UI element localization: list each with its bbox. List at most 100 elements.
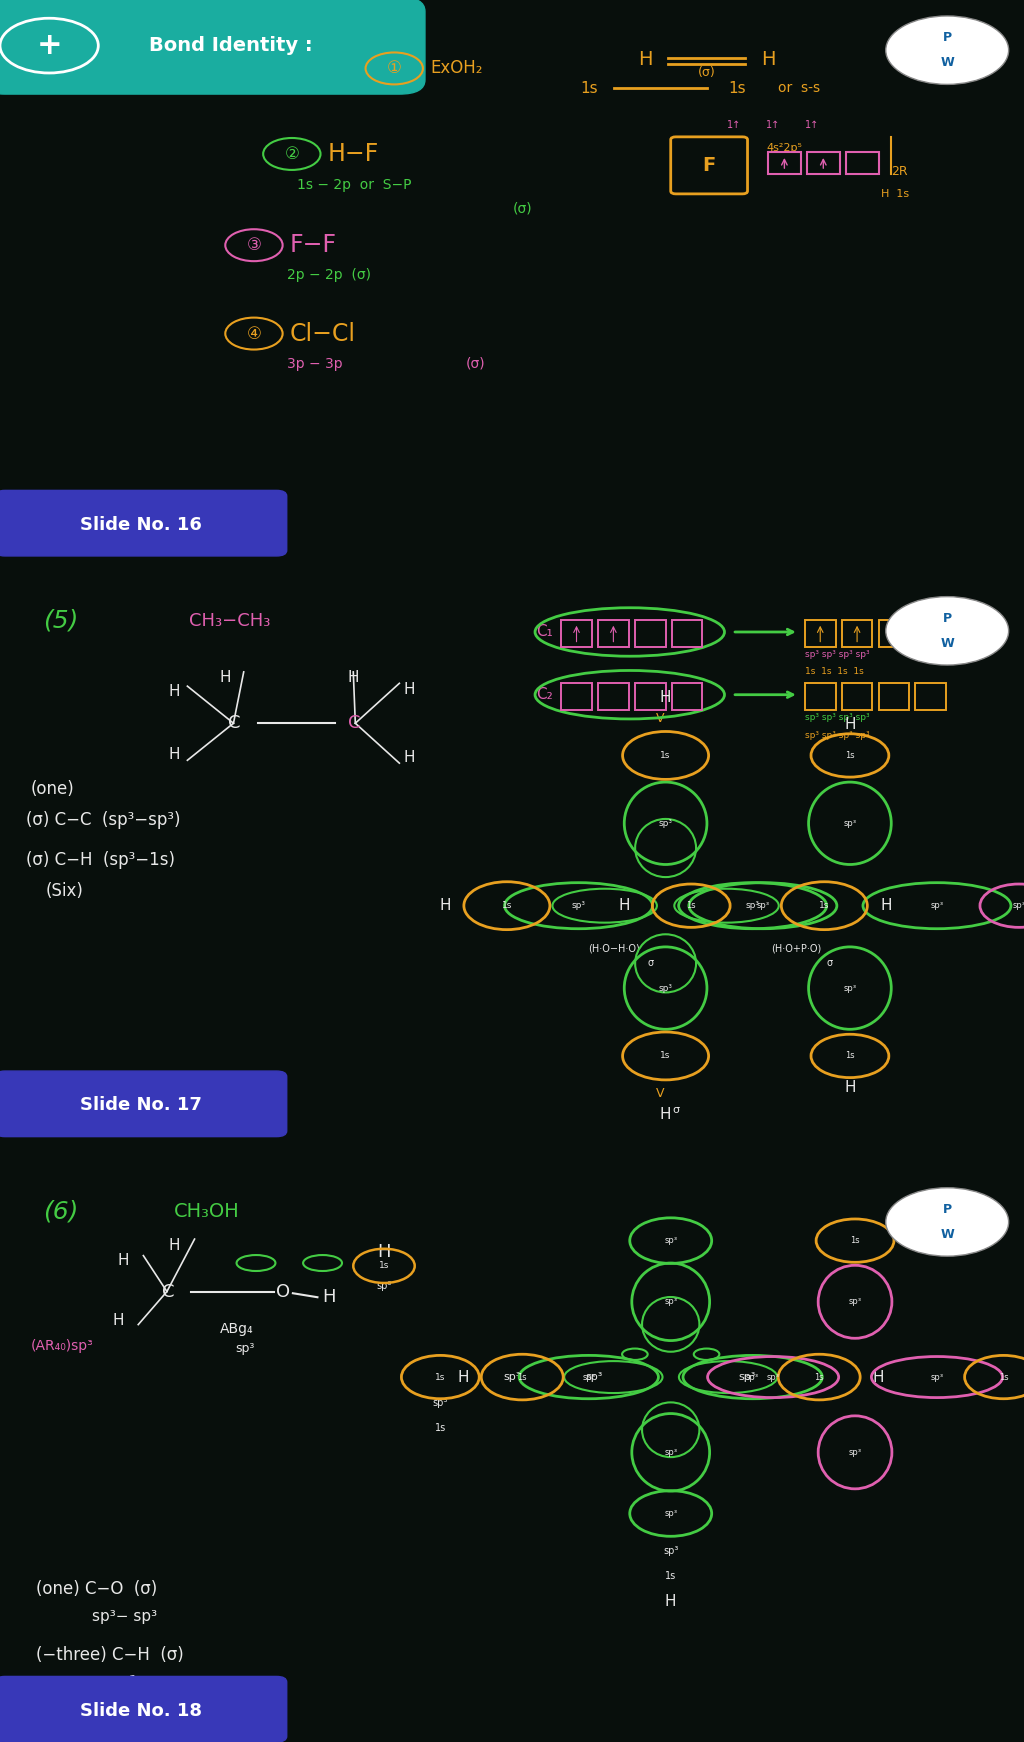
Text: CH₃−CH₃: CH₃−CH₃ xyxy=(189,611,270,629)
Text: +: + xyxy=(36,31,62,61)
Text: sp³: sp³ xyxy=(844,984,856,993)
Text: sp³: sp³ xyxy=(658,984,673,993)
Text: sp³ sp³ sp³ sp³: sp³ sp³ sp³ sp³ xyxy=(805,732,869,740)
Text: sp³: sp³ xyxy=(376,1280,392,1291)
Text: 1s: 1s xyxy=(435,1423,445,1434)
Text: F: F xyxy=(702,155,716,174)
Text: 1↑: 1↑ xyxy=(805,120,819,131)
Text: sp³: sp³ xyxy=(665,1509,677,1517)
Text: Slide No. 16: Slide No. 16 xyxy=(80,516,203,533)
Text: 1s: 1s xyxy=(728,80,746,96)
Text: C: C xyxy=(228,714,241,732)
Text: W: W xyxy=(940,56,954,70)
Text: 1s: 1s xyxy=(660,751,671,760)
Text: H: H xyxy=(347,671,359,685)
Text: H: H xyxy=(880,899,892,913)
Text: 1s: 1s xyxy=(686,901,696,909)
Text: H  1s: H 1s xyxy=(881,188,908,199)
Text: 4s²2p⁵: 4s²2p⁵ xyxy=(766,143,802,153)
Text: 2p − 2p  (σ): 2p − 2p (σ) xyxy=(287,268,371,282)
Text: (H·O+P·O): (H·O+P·O) xyxy=(771,944,822,953)
Text: H: H xyxy=(168,747,180,761)
Text: W: W xyxy=(940,638,954,650)
Text: (σ): (σ) xyxy=(512,200,532,214)
Text: H: H xyxy=(457,1369,469,1385)
Text: V: V xyxy=(656,712,665,725)
Text: 1s: 1s xyxy=(502,901,512,909)
Text: sp³: sp³ xyxy=(746,1373,759,1381)
Text: W: W xyxy=(940,1228,954,1240)
Text: 1s: 1s xyxy=(850,1237,860,1246)
Text: 1s  1s  1s  1s: 1s 1s 1s 1s xyxy=(805,667,863,676)
Text: (one): (one) xyxy=(31,780,75,798)
Text: sp³: sp³ xyxy=(571,901,586,909)
Text: 1s: 1s xyxy=(845,751,855,760)
Text: ②: ② xyxy=(285,145,299,164)
Text: sp³: sp³ xyxy=(745,901,760,909)
Text: C₁: C₁ xyxy=(537,624,553,639)
Text: H: H xyxy=(844,1080,856,1094)
Text: 2R: 2R xyxy=(891,164,907,178)
Text: sp³: sp³ xyxy=(931,1373,943,1381)
Text: sp³: sp³ xyxy=(665,1237,677,1246)
Text: ExOH₂: ExOH₂ xyxy=(430,59,482,77)
Text: (5): (5) xyxy=(43,608,79,632)
Text: ①: ① xyxy=(387,59,401,77)
Text: sp³− sp³: sp³− sp³ xyxy=(92,1610,158,1624)
Text: H: H xyxy=(219,671,231,685)
Text: sp³ sp³ sp³ sp³: sp³ sp³ sp³ sp³ xyxy=(805,650,869,658)
Text: 1↑: 1↑ xyxy=(727,120,741,131)
Text: (Six): (Six) xyxy=(46,883,84,901)
Text: 1↑: 1↑ xyxy=(766,120,780,131)
Text: 1s: 1s xyxy=(580,80,598,96)
Text: (6): (6) xyxy=(43,1200,79,1223)
Text: sp³: sp³ xyxy=(504,1373,520,1381)
Text: H: H xyxy=(117,1252,129,1268)
Text: σ: σ xyxy=(647,958,653,969)
FancyBboxPatch shape xyxy=(0,0,425,94)
Text: σ: σ xyxy=(826,958,833,969)
Text: σ: σ xyxy=(673,1104,679,1115)
Text: O: O xyxy=(276,1282,291,1301)
Text: (σ) C−C  (sp³−sp³): (σ) C−C (sp³−sp³) xyxy=(26,812,180,829)
Text: H: H xyxy=(872,1369,885,1385)
Text: C: C xyxy=(162,1282,174,1301)
Text: H: H xyxy=(403,751,416,765)
Text: 1s: 1s xyxy=(435,1373,445,1381)
Text: sp³: sp³ xyxy=(236,1341,255,1355)
Text: sp³: sp³ xyxy=(432,1397,449,1408)
Text: P: P xyxy=(943,611,951,625)
Text: sp³: sp³ xyxy=(1013,901,1024,909)
Text: P: P xyxy=(943,1204,951,1216)
Text: H: H xyxy=(439,899,452,913)
Text: 1s: 1s xyxy=(845,1052,855,1061)
Text: H: H xyxy=(665,1594,677,1610)
Text: sp³: sp³ xyxy=(757,901,769,909)
Text: 1s: 1s xyxy=(819,901,829,909)
Text: C₂: C₂ xyxy=(537,686,553,702)
Text: Slide No. 18: Slide No. 18 xyxy=(80,1702,203,1719)
Text: H: H xyxy=(761,51,775,70)
Text: H: H xyxy=(618,899,631,913)
Text: 1s: 1s xyxy=(379,1261,389,1270)
Text: (σ) C−H  (sp³−1s): (σ) C−H (sp³−1s) xyxy=(26,852,175,869)
Text: sp³: sp³ xyxy=(844,819,856,827)
Text: 1s: 1s xyxy=(660,1052,671,1061)
Text: H: H xyxy=(638,51,652,70)
Text: P: P xyxy=(943,31,951,44)
Text: C: C xyxy=(348,714,360,732)
Text: sp³ sp³ sp³ sp³: sp³ sp³ sp³ sp³ xyxy=(805,712,869,721)
Text: V: V xyxy=(656,1087,665,1099)
Text: sp³: sp³ xyxy=(658,819,673,827)
Text: H: H xyxy=(403,681,416,697)
Text: sp³: sp³ xyxy=(849,1298,861,1306)
Text: (H·O−H·O): (H·O−H·O) xyxy=(589,944,640,953)
Text: H: H xyxy=(323,1289,336,1306)
Text: sp³: sp³ xyxy=(931,901,943,909)
Text: ABg₄: ABg₄ xyxy=(220,1322,254,1336)
FancyBboxPatch shape xyxy=(0,491,287,556)
Text: sp³: sp³ xyxy=(665,1298,677,1306)
Text: sp³: sp³ xyxy=(663,1545,679,1556)
Text: 1s: 1s xyxy=(666,1571,676,1582)
Text: sp³: sp³ xyxy=(583,1373,595,1381)
